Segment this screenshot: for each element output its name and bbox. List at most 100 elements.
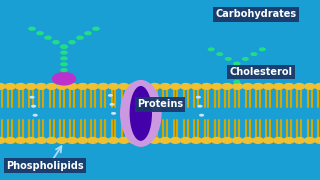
Circle shape [108,84,119,89]
Circle shape [216,52,223,56]
Circle shape [44,35,52,40]
Circle shape [140,138,150,143]
Circle shape [36,31,44,35]
Circle shape [284,84,294,89]
Circle shape [170,138,180,143]
Circle shape [208,47,215,51]
Circle shape [67,84,77,89]
Circle shape [243,84,253,89]
Circle shape [225,57,232,61]
Circle shape [16,138,26,143]
Circle shape [46,84,57,89]
Circle shape [60,50,68,55]
Circle shape [222,84,232,89]
Circle shape [26,138,36,143]
Circle shape [98,84,108,89]
Circle shape [36,138,46,143]
Circle shape [191,84,201,89]
Circle shape [88,138,98,143]
Circle shape [52,40,60,44]
Ellipse shape [120,80,162,147]
Circle shape [29,96,35,99]
Circle shape [92,26,100,31]
Circle shape [60,44,68,49]
Circle shape [88,84,98,89]
Circle shape [57,138,67,143]
Circle shape [212,84,222,89]
Circle shape [233,80,240,84]
Circle shape [46,138,57,143]
Circle shape [201,138,212,143]
Circle shape [259,47,266,51]
Circle shape [0,138,5,143]
Circle shape [16,84,26,89]
Circle shape [232,84,243,89]
Circle shape [108,94,113,97]
Circle shape [108,138,119,143]
Circle shape [5,84,15,89]
Circle shape [111,112,116,115]
Circle shape [84,31,92,35]
Circle shape [160,138,170,143]
Circle shape [0,84,5,89]
Circle shape [263,138,274,143]
Circle shape [60,68,68,72]
Circle shape [233,62,240,66]
Circle shape [315,138,320,143]
Circle shape [253,138,263,143]
Circle shape [119,138,129,143]
Circle shape [242,57,249,61]
Text: Phospholipids: Phospholipids [6,161,84,171]
Circle shape [232,138,243,143]
Circle shape [197,105,203,108]
Circle shape [119,84,129,89]
Ellipse shape [130,86,152,141]
Circle shape [77,138,88,143]
Circle shape [305,84,315,89]
Circle shape [212,138,222,143]
Circle shape [76,35,84,40]
Circle shape [199,114,204,117]
Text: Carbohydrates: Carbohydrates [215,9,297,19]
Circle shape [233,62,240,66]
Circle shape [305,138,315,143]
Circle shape [140,84,150,89]
Circle shape [201,84,212,89]
Circle shape [294,138,304,143]
Circle shape [181,138,191,143]
Circle shape [150,84,160,89]
Circle shape [315,84,320,89]
Circle shape [36,84,46,89]
Circle shape [60,62,68,66]
Circle shape [5,138,15,143]
Circle shape [98,138,108,143]
Circle shape [52,72,76,86]
Circle shape [129,84,139,89]
Text: Cholesterol: Cholesterol [229,67,292,77]
Circle shape [181,84,191,89]
Circle shape [60,44,68,49]
Text: Proteins: Proteins [137,99,183,109]
Circle shape [150,138,160,143]
Circle shape [274,84,284,89]
Circle shape [109,103,115,106]
Circle shape [191,138,201,143]
Circle shape [77,84,88,89]
Circle shape [196,96,201,99]
Circle shape [294,84,304,89]
Circle shape [253,84,263,89]
Circle shape [129,138,139,143]
Circle shape [233,74,240,78]
Circle shape [243,138,253,143]
Circle shape [233,68,240,72]
Circle shape [222,138,232,143]
Circle shape [31,105,36,108]
Circle shape [160,84,170,89]
Circle shape [33,114,38,117]
Circle shape [250,52,257,56]
Circle shape [60,56,68,60]
Circle shape [233,62,240,66]
Circle shape [28,26,36,31]
Circle shape [170,84,180,89]
Circle shape [284,138,294,143]
